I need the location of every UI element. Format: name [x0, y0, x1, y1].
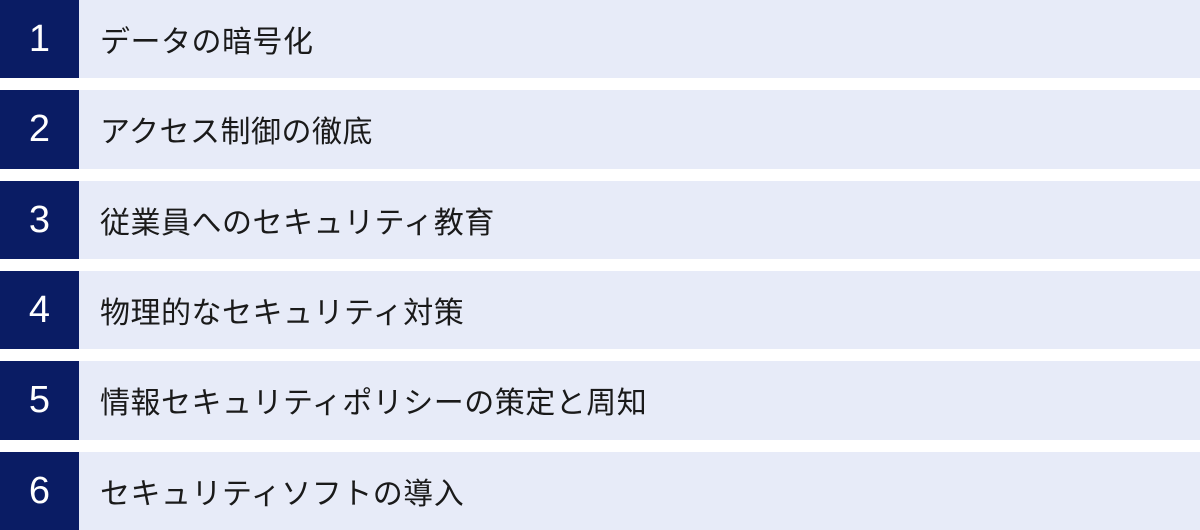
item-number-badge: 4 [0, 270, 79, 350]
list-item: 2 アクセス制御の徹底 [0, 90, 1200, 169]
item-label: 物理的なセキュリティ対策 [100, 297, 465, 331]
item-label: 従業員へのセキュリティ教育 [100, 206, 495, 240]
item-label: アクセス制御の徹底 [100, 116, 373, 150]
item-number-badge: 3 [0, 180, 79, 259]
item-label: 情報セキュリティポリシーの策定と周知 [100, 387, 648, 421]
item-number-badge: 5 [0, 361, 79, 440]
item-number-badge: 6 [0, 451, 79, 530]
item-number-badge: 1 [0, 0, 79, 79]
item-number-badge: 2 [0, 90, 79, 169]
list-item: 3 従業員へのセキュリティ教育 [0, 180, 1200, 259]
list-item: 6 セキュリティソフトの導入 [0, 451, 1200, 530]
list-item: 1 データの暗号化 [0, 0, 1200, 79]
list-item: 5 情報セキュリティポリシーの策定と周知 [0, 361, 1200, 440]
item-label: セキュリティソフトの導入 [100, 477, 465, 511]
list-item: 4 物理的なセキュリティ対策 [0, 270, 1200, 350]
item-label: データの暗号化 [100, 26, 314, 60]
